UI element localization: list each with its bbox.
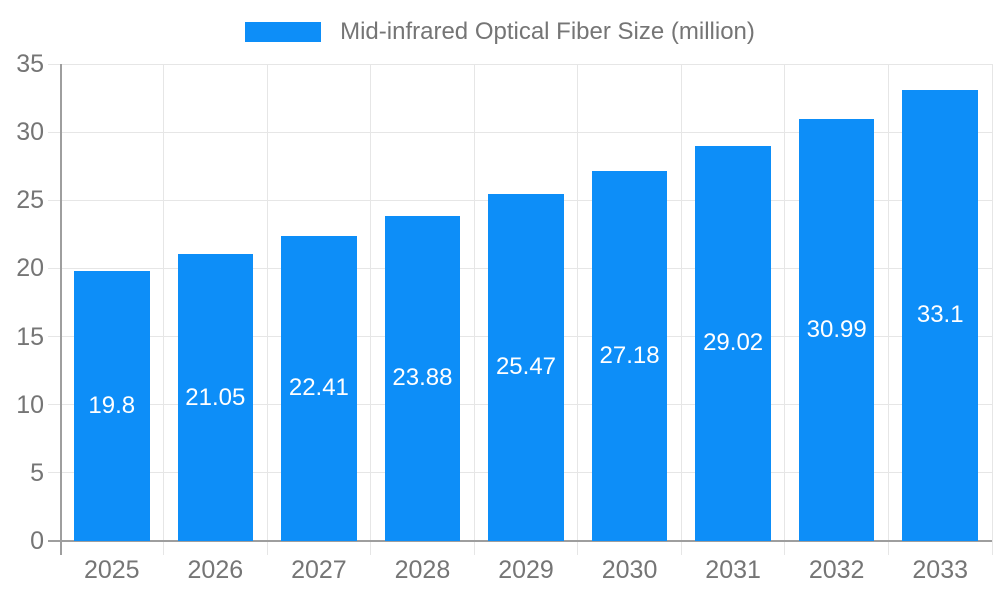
bar-2031[interactable]: 29.02 <box>695 145 771 541</box>
legend-label[interactable]: Mid-infrared Optical Fiber Size (million… <box>340 18 755 45</box>
x-gridline-6 <box>680 64 682 555</box>
x-axis-label-2027: 2027 <box>291 556 347 584</box>
y-tick-10 <box>48 404 60 406</box>
x-axis-label-2026: 2026 <box>187 556 244 584</box>
bar-value-label-2028: 23.88 <box>392 364 453 392</box>
x-gridline-2 <box>266 64 268 555</box>
x-gridline-4 <box>473 64 475 555</box>
y-axis-label-15: 15 <box>16 322 44 351</box>
bar-2026[interactable]: 21.05 <box>177 254 254 541</box>
y-axis-label-5: 5 <box>30 458 44 487</box>
bar-2030[interactable]: 27.18 <box>591 170 668 541</box>
y-tick-20 <box>48 267 60 269</box>
bar-value-label-2026: 21.05 <box>185 383 246 411</box>
y-gridline-35 <box>60 63 992 65</box>
x-gridline-8 <box>887 64 889 555</box>
bar-2029[interactable]: 25.47 <box>488 193 564 541</box>
y-tick-35 <box>48 63 60 65</box>
x-gridline-9 <box>991 64 993 555</box>
legend-swatch[interactable] <box>245 22 322 42</box>
bar-2027[interactable]: 22.41 <box>281 235 357 541</box>
y-axis-line <box>60 64 62 555</box>
bar-value-label-2030: 27.18 <box>599 341 660 369</box>
y-tick-5 <box>48 472 60 474</box>
x-gridline-1 <box>163 64 165 555</box>
plot-area: 19.8 21.05 22.41 23.88 25.47 27.18 29.02 30.99 3… <box>48 63 993 555</box>
y-axis-label-35: 35 <box>16 50 44 78</box>
bar-value-label-2032: 30.99 <box>806 315 867 343</box>
y-axis-label-30: 30 <box>16 118 44 147</box>
bar-value-label-2029: 25.47 <box>495 353 557 381</box>
bar-2032[interactable]: 30.99 <box>798 118 875 541</box>
x-gridline-5 <box>577 64 579 555</box>
bar-2028[interactable]: 23.88 <box>384 215 461 541</box>
x-axis-label-2031: 2031 <box>705 556 761 584</box>
y-axis-label-25: 25 <box>16 186 44 215</box>
y-axis-label-20: 20 <box>16 254 44 283</box>
x-axis-label-2025: 2025 <box>83 556 140 584</box>
bar-value-label-2027: 22.41 <box>288 374 349 402</box>
legend: Mid-infrared Optical Fiber Size (million… <box>0 17 1000 47</box>
y-tick-25 <box>48 199 60 201</box>
y-tick-15 <box>48 336 60 338</box>
x-axis-line <box>48 540 992 542</box>
x-gridline-7 <box>784 64 786 555</box>
x-axis-label-2032: 2032 <box>808 556 865 584</box>
bar-value-label-2025: 19.8 <box>88 392 136 420</box>
bar-value-label-2031: 29.02 <box>703 329 764 357</box>
x-axis-label-2033: 2033 <box>912 556 969 584</box>
bar-value-label-2033: 33.1 <box>916 301 964 329</box>
y-gridline-30 <box>60 131 992 133</box>
bar-2033[interactable]: 33.1 <box>902 89 979 541</box>
x-axis-label-2030: 2030 <box>601 556 658 584</box>
x-axis-label-2029: 2029 <box>498 556 554 584</box>
x-gridline-3 <box>370 64 372 555</box>
y-axis-label-10: 10 <box>16 390 44 419</box>
x-axis-label-2028: 2028 <box>394 556 451 584</box>
y-tick-30 <box>48 131 60 133</box>
bar-2025[interactable]: 19.8 <box>73 271 150 541</box>
y-axis-label-0: 0 <box>30 527 44 555</box>
